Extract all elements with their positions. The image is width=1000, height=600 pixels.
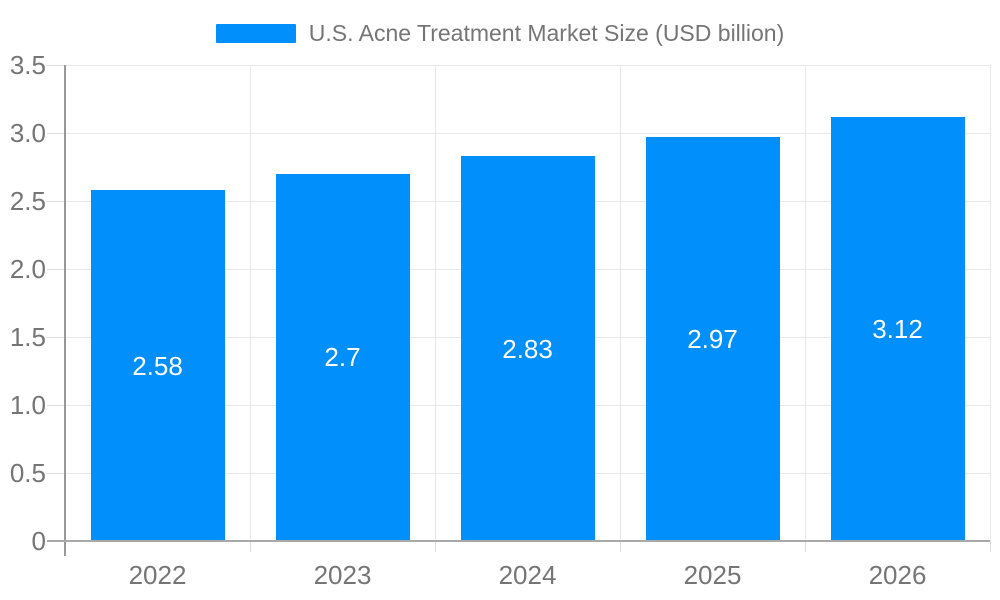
y-tick-label: 3.5 bbox=[9, 50, 46, 80]
gridline-vertical bbox=[989, 65, 991, 541]
x-axis-tick bbox=[249, 541, 251, 552]
bar-value-label: 2.97 bbox=[687, 324, 738, 355]
bar[interactable] bbox=[460, 156, 595, 541]
y-axis-tick bbox=[47, 268, 65, 270]
gridline-horizontal bbox=[65, 132, 990, 134]
y-tick-label: 2.0 bbox=[9, 254, 46, 284]
legend-label: U.S. Acne Treatment Market Size (USD bil… bbox=[308, 19, 785, 46]
gridline-vertical bbox=[249, 65, 251, 541]
legend[interactable]: U.S. Acne Treatment Market Size (USD bil… bbox=[0, 14, 1000, 52]
y-axis-tick bbox=[47, 200, 65, 202]
bar-value-label: 2.83 bbox=[502, 333, 553, 364]
bar-value-label: 3.12 bbox=[872, 313, 923, 344]
bar[interactable] bbox=[830, 116, 965, 541]
gridline-vertical bbox=[434, 65, 436, 541]
y-axis-tick bbox=[47, 404, 65, 406]
y-tick-label: 0 bbox=[31, 526, 46, 556]
x-tick-label: 2026 bbox=[868, 560, 927, 590]
y-axis-line bbox=[64, 65, 66, 556]
x-tick-label: 2025 bbox=[683, 560, 742, 590]
y-tick-label: 1.0 bbox=[9, 390, 46, 420]
bar-value-label: 2.58 bbox=[132, 350, 183, 381]
x-axis-tick bbox=[804, 541, 806, 552]
gridline-horizontal bbox=[65, 64, 990, 66]
y-tick-label: 2.5 bbox=[9, 186, 46, 216]
x-axis-tick bbox=[989, 541, 991, 552]
y-axis-tick bbox=[47, 336, 65, 338]
bar[interactable] bbox=[275, 173, 410, 541]
legend-swatch-icon bbox=[215, 23, 296, 43]
x-tick-label: 2023 bbox=[313, 560, 372, 590]
y-tick-label: 0.5 bbox=[9, 458, 46, 488]
bar-value-label: 2.7 bbox=[324, 342, 361, 373]
y-axis-tick bbox=[47, 472, 65, 474]
bar[interactable] bbox=[90, 190, 225, 541]
y-axis-tick bbox=[47, 132, 65, 134]
y-tick-label: 1.5 bbox=[9, 322, 46, 352]
x-tick-label: 2022 bbox=[128, 560, 187, 590]
x-axis-tick bbox=[619, 541, 621, 552]
gridline-vertical bbox=[804, 65, 806, 541]
y-tick-label: 3.0 bbox=[9, 118, 46, 148]
gridline-vertical bbox=[619, 65, 621, 541]
x-axis-tick bbox=[434, 541, 436, 552]
y-axis-tick bbox=[47, 64, 65, 66]
x-tick-label: 2024 bbox=[498, 560, 557, 590]
x-axis-baseline bbox=[47, 540, 990, 542]
bar[interactable] bbox=[645, 137, 780, 541]
